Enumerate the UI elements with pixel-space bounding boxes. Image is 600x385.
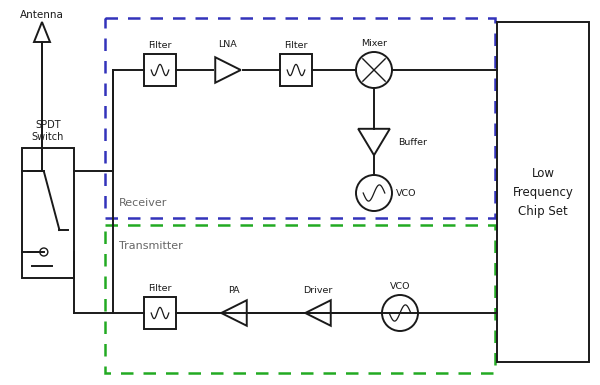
Text: PA: PA: [228, 286, 240, 295]
Text: Filter: Filter: [284, 41, 308, 50]
Text: Antenna: Antenna: [20, 10, 64, 20]
Text: Filter: Filter: [148, 41, 172, 50]
Bar: [105, 18, 495, 218]
Bar: [22, 148, 74, 278]
Text: Receiver: Receiver: [119, 198, 167, 208]
Text: Driver: Driver: [304, 286, 332, 295]
Text: Mixer: Mixer: [361, 39, 387, 48]
Bar: [144, 297, 176, 329]
Text: Low
Frequency
Chip Set: Low Frequency Chip Set: [512, 166, 574, 218]
Text: VCO: VCO: [390, 282, 410, 291]
Text: SPDT
Switch: SPDT Switch: [32, 121, 64, 142]
Bar: [280, 54, 312, 86]
Text: Filter: Filter: [148, 284, 172, 293]
Text: LNA: LNA: [218, 40, 238, 49]
Text: Buffer: Buffer: [398, 137, 427, 147]
Text: Transmitter: Transmitter: [119, 241, 183, 251]
Bar: [144, 54, 176, 86]
Bar: [497, 22, 589, 362]
Bar: [105, 225, 495, 373]
Text: VCO: VCO: [396, 189, 416, 198]
